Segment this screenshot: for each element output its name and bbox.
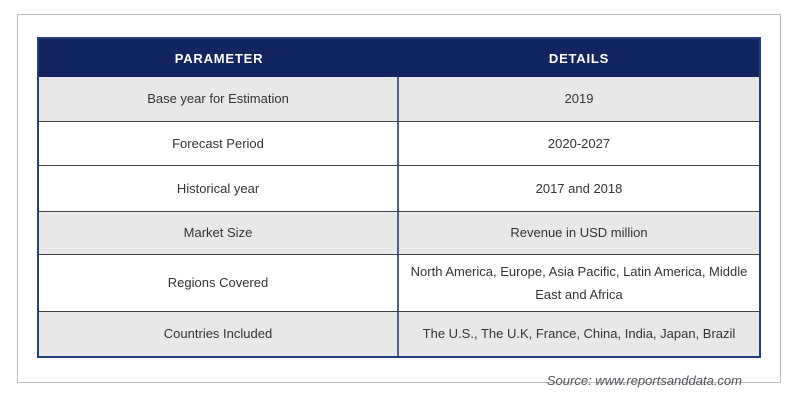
table-row-base-year: Base year for Estimation 2019 [39, 77, 759, 121]
parameter-cell: Historical year [39, 166, 399, 211]
details-cell: 2019 [564, 91, 594, 107]
parameter-cell: Regions Covered [39, 255, 399, 311]
table-row-historical-year: Historical year 2017 and 2018 [39, 165, 759, 211]
report-scope-table: PARAMETER DETAILS Base year for Estimati… [37, 37, 761, 358]
details-cell: 2020-2027 [547, 135, 611, 151]
parameter-cell: Countries Included [39, 312, 399, 356]
details-cell: 2017 and 2018 [535, 180, 623, 196]
column-header-details: DETAILS [548, 50, 610, 66]
table-row-forecast-period: Forecast Period 2020-2027 [39, 121, 759, 165]
details-cell: North America, Europe, Asia Pacific, Lat… [410, 263, 748, 302]
source-attribution: Source: www.reportsanddata.com [546, 373, 742, 388]
content-frame: PARAMETER DETAILS Base year for Estimati… [17, 14, 781, 388]
table-row-countries-included: Countries Included The U.S., The U.K, Fr… [39, 311, 759, 356]
table-row-regions-covered: Regions Covered North America, Europe, A… [39, 254, 759, 311]
parameter-cell: Base year for Estimation [39, 77, 399, 121]
details-cell: The U.S., The U.K, France, China, India,… [422, 326, 736, 342]
details-cell: Revenue in USD million [510, 225, 648, 241]
table-header-row: PARAMETER DETAILS [39, 39, 759, 77]
table-row-market-size: Market Size Revenue in USD million [39, 211, 759, 254]
parameter-cell: Market Size [39, 212, 399, 254]
column-header-parameter: PARAMETER [174, 50, 264, 66]
parameter-cell: Forecast Period [39, 122, 399, 165]
